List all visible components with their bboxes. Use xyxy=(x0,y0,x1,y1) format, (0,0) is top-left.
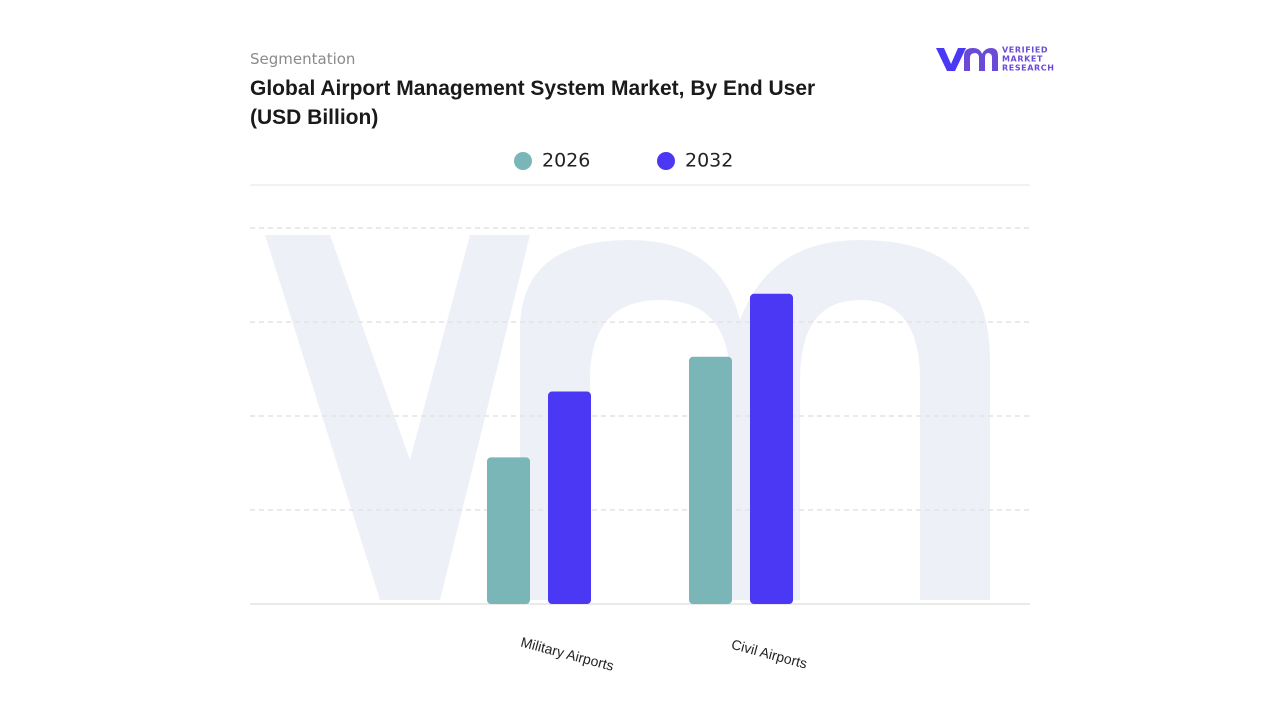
chart-subtitle: Segmentation xyxy=(250,50,356,68)
watermark xyxy=(265,235,990,600)
legend-label: 2032 xyxy=(685,150,733,172)
x-tick-label: Civil Airports xyxy=(730,636,809,672)
bar xyxy=(548,391,591,604)
chart-title: Global Airport Management System Market,… xyxy=(250,77,816,129)
legend-swatch xyxy=(657,152,675,170)
x-tick-label: Military Airports xyxy=(519,634,616,674)
bar xyxy=(689,356,732,604)
bar xyxy=(487,457,530,604)
bar xyxy=(750,293,793,604)
brand-text: RESEARCH xyxy=(1002,64,1055,73)
brand-text: MARKET xyxy=(1002,55,1043,64)
logo xyxy=(936,48,998,71)
legend-label: 2026 xyxy=(542,150,590,172)
legend-swatch xyxy=(514,152,532,170)
brand-text: VERIFIED xyxy=(1002,46,1048,55)
